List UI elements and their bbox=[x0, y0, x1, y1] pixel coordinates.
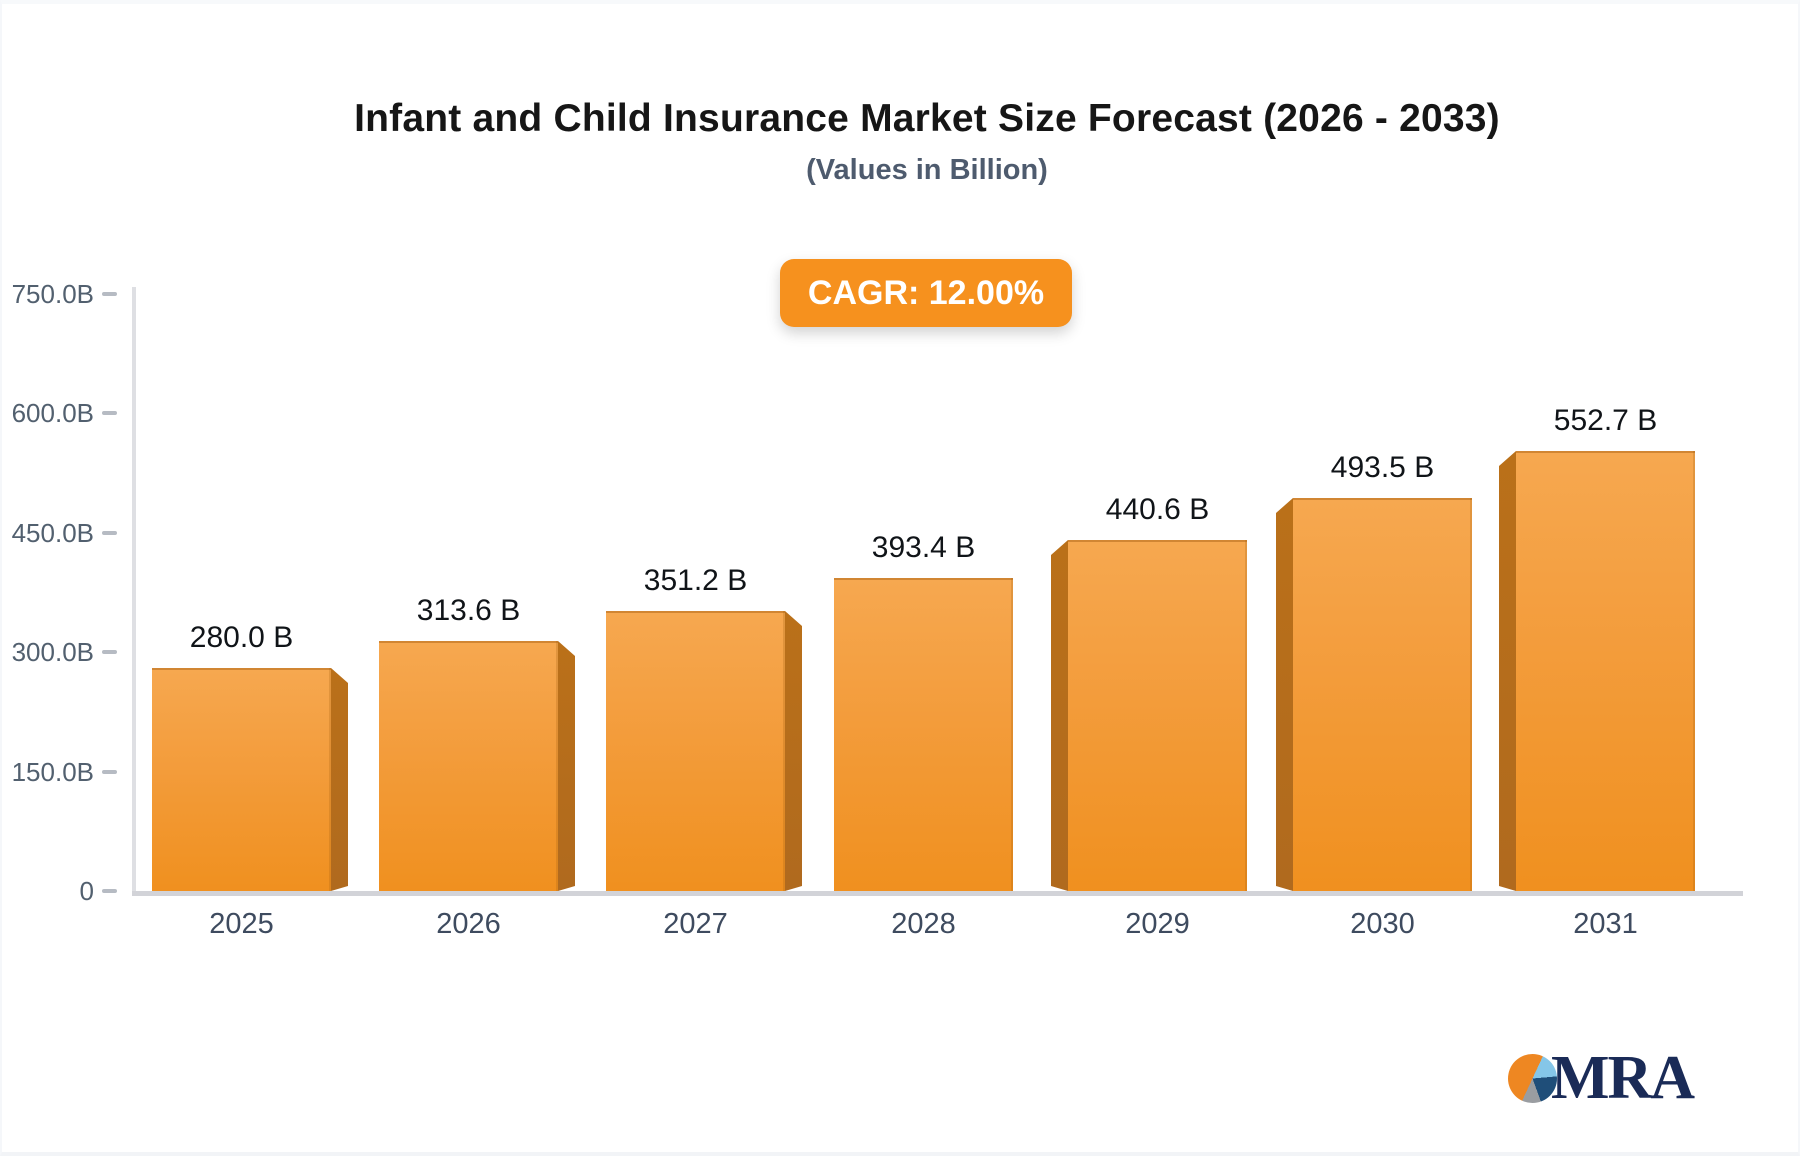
x-tick-label: 2031 bbox=[1573, 908, 1638, 940]
bar-value-label: 351.2 B bbox=[643, 564, 748, 597]
x-tick-label: 2025 bbox=[209, 908, 274, 940]
y-tick-mark bbox=[102, 292, 117, 296]
bar-2030 bbox=[1293, 498, 1472, 891]
x-axis-line bbox=[132, 891, 1743, 896]
chart-title: Infant and Child Insurance Market Size F… bbox=[354, 97, 1500, 140]
y-tick-mark bbox=[102, 411, 117, 416]
bar-3d-side-2029 bbox=[1051, 540, 1068, 891]
bar-value-label: 440.6 B bbox=[1105, 493, 1210, 526]
y-tick-label: 750.0B bbox=[11, 279, 94, 309]
x-tick-label: 2026 bbox=[436, 908, 501, 940]
y-tick-mark bbox=[102, 530, 117, 535]
bar-3d-side-2031 bbox=[1499, 451, 1516, 891]
bar-2028 bbox=[834, 578, 1013, 891]
y-tick-label: 450.0B bbox=[11, 517, 94, 548]
bar-2031 bbox=[1516, 451, 1695, 891]
bar-value-label: 552.7 B bbox=[1553, 404, 1658, 437]
y-tick-mark bbox=[102, 769, 117, 774]
y-tick-mark bbox=[102, 650, 117, 655]
bar-value-label: 280.0 B bbox=[189, 621, 294, 654]
bar-3d-side-2026 bbox=[558, 641, 575, 891]
y-tick-label: 300.0B bbox=[11, 637, 94, 668]
y-tick-label: 600.0B bbox=[11, 398, 94, 429]
cagr-badge: CAGR: 12.00% bbox=[780, 259, 1072, 327]
x-tick-label: 2027 bbox=[663, 908, 728, 940]
y-tick-label: 150.0B bbox=[11, 756, 94, 787]
x-tick-label: 2029 bbox=[1125, 908, 1190, 940]
pie-logo-icon bbox=[1508, 1053, 1557, 1103]
bar-3d-side-2027 bbox=[785, 611, 802, 891]
bar-3d-side-2030 bbox=[1276, 498, 1293, 891]
bar-3d-side-2025 bbox=[331, 668, 348, 891]
x-tick-label: 2030 bbox=[1350, 908, 1415, 940]
bar-value-label: 493.5 B bbox=[1330, 451, 1435, 484]
y-tick-mark bbox=[102, 889, 117, 893]
brand-logo: MRA bbox=[1508, 1044, 1708, 1112]
x-tick-label: 2028 bbox=[891, 908, 956, 940]
bar-2025 bbox=[152, 668, 331, 891]
bar-value-label: 313.6 B bbox=[416, 594, 521, 627]
bar-2029 bbox=[1068, 540, 1247, 891]
y-tick-label: 0 bbox=[79, 876, 94, 906]
y-axis-line bbox=[132, 287, 136, 891]
bar-2026 bbox=[379, 641, 558, 891]
brand-logo-text: MRA bbox=[1551, 1043, 1695, 1112]
chart-subtitle: (Values in Billion) bbox=[806, 154, 1048, 186]
bar-2027 bbox=[606, 611, 785, 891]
bar-value-label: 393.4 B bbox=[871, 531, 976, 564]
